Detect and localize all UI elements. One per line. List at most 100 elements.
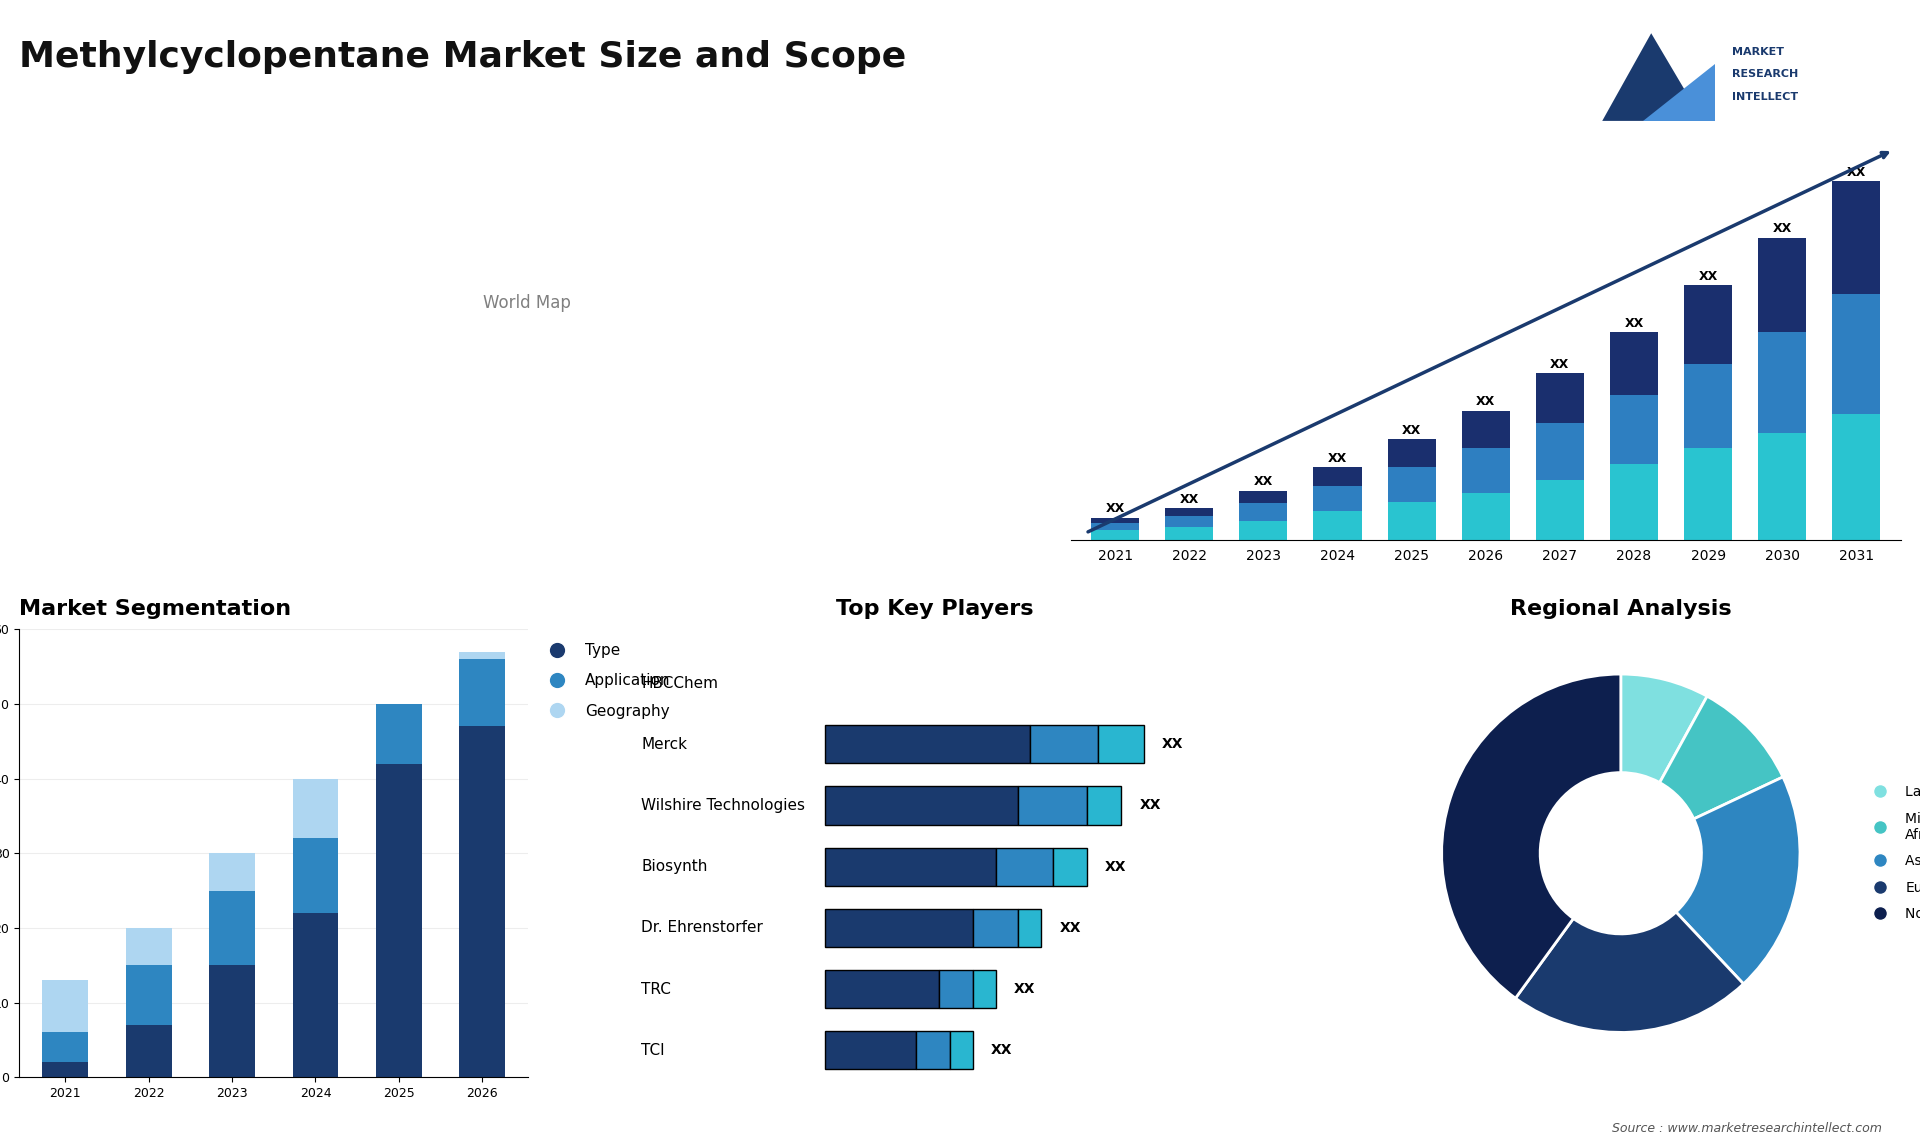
Bar — [1238, 503, 1288, 520]
Bar — [1091, 523, 1139, 531]
FancyBboxPatch shape — [939, 971, 973, 1008]
Bar — [1165, 516, 1213, 527]
Text: Wilshire Technologies: Wilshire Technologies — [641, 798, 804, 813]
Bar — [459, 652, 505, 659]
Bar — [292, 839, 338, 913]
Text: World Map: World Map — [482, 295, 570, 313]
Text: XX: XX — [1139, 799, 1162, 813]
Text: XX: XX — [1162, 737, 1185, 752]
Text: TCI: TCI — [641, 1043, 664, 1058]
Bar — [125, 1025, 171, 1077]
Bar — [125, 928, 171, 965]
Text: XX: XX — [1847, 166, 1866, 179]
Bar — [376, 704, 422, 763]
Bar — [1091, 518, 1139, 523]
Bar — [1461, 448, 1509, 493]
Text: Merck: Merck — [641, 737, 687, 752]
Bar — [1536, 423, 1584, 480]
Text: XX: XX — [1106, 502, 1125, 516]
Text: XX: XX — [1014, 982, 1035, 996]
Text: Dr. Ehrenstorfer: Dr. Ehrenstorfer — [641, 920, 762, 935]
Text: MARKET: MARKET — [1732, 47, 1784, 57]
FancyBboxPatch shape — [824, 786, 1018, 824]
FancyBboxPatch shape — [996, 848, 1052, 886]
FancyBboxPatch shape — [1052, 848, 1087, 886]
Text: XX: XX — [1699, 269, 1718, 283]
Text: XX: XX — [1772, 222, 1791, 235]
Bar — [1461, 410, 1509, 448]
FancyBboxPatch shape — [824, 725, 1029, 763]
Bar — [1759, 332, 1807, 433]
FancyBboxPatch shape — [916, 1031, 950, 1069]
Bar — [1759, 433, 1807, 540]
Bar — [1238, 520, 1288, 540]
Bar — [1313, 468, 1361, 486]
Polygon shape — [1601, 33, 1703, 121]
Bar — [1461, 493, 1509, 540]
Bar — [1388, 468, 1436, 502]
Bar — [1684, 285, 1732, 363]
Text: XX: XX — [1402, 424, 1421, 437]
Bar — [42, 980, 88, 1033]
Wedge shape — [1620, 674, 1707, 783]
Bar — [42, 1033, 88, 1062]
FancyBboxPatch shape — [1018, 909, 1041, 947]
Text: XX: XX — [1106, 860, 1127, 873]
Bar — [1165, 508, 1213, 516]
Text: XX: XX — [1624, 316, 1644, 330]
Bar — [1759, 238, 1807, 332]
Text: Market Segmentation: Market Segmentation — [19, 599, 292, 619]
Bar — [209, 854, 255, 890]
Bar — [1165, 527, 1213, 540]
FancyBboxPatch shape — [973, 909, 1018, 947]
Bar — [209, 965, 255, 1077]
Wedge shape — [1442, 674, 1620, 998]
Bar — [1684, 363, 1732, 448]
Bar — [459, 659, 505, 727]
Bar — [1832, 181, 1880, 295]
FancyBboxPatch shape — [1018, 786, 1087, 824]
Bar — [1536, 480, 1584, 540]
Text: XX: XX — [991, 1043, 1012, 1058]
Bar — [1238, 490, 1288, 503]
FancyBboxPatch shape — [824, 909, 973, 947]
Wedge shape — [1659, 697, 1784, 819]
Bar — [1609, 464, 1659, 540]
Bar — [292, 913, 338, 1077]
FancyBboxPatch shape — [1029, 725, 1098, 763]
FancyBboxPatch shape — [1098, 725, 1144, 763]
Legend: Latin America, Middle East &
Africa, Asia Pacific, Europe, North America: Latin America, Middle East & Africa, Asi… — [1860, 779, 1920, 927]
Text: TRC: TRC — [641, 982, 672, 997]
Text: INTELLECT: INTELLECT — [1732, 92, 1797, 102]
FancyBboxPatch shape — [824, 971, 939, 1008]
Bar — [1388, 439, 1436, 468]
FancyBboxPatch shape — [824, 1031, 916, 1069]
Polygon shape — [1642, 64, 1715, 121]
Bar — [1388, 502, 1436, 540]
FancyBboxPatch shape — [824, 848, 996, 886]
Title: Regional Analysis: Regional Analysis — [1509, 599, 1732, 619]
Text: Methylcyclopentane Market Size and Scope: Methylcyclopentane Market Size and Scope — [19, 40, 906, 74]
FancyBboxPatch shape — [973, 971, 996, 1008]
Text: XX: XX — [1329, 452, 1348, 465]
Text: XX: XX — [1549, 358, 1569, 370]
Bar — [1091, 531, 1139, 540]
Bar — [459, 727, 505, 1077]
Bar — [1313, 511, 1361, 540]
Bar — [125, 965, 171, 1025]
Bar — [1536, 374, 1584, 423]
Bar — [1313, 486, 1361, 511]
Bar — [42, 1062, 88, 1077]
Text: HBCChem: HBCChem — [641, 675, 718, 691]
Text: XX: XX — [1476, 395, 1496, 408]
Title: Top Key Players: Top Key Players — [835, 599, 1033, 619]
Bar — [376, 763, 422, 1077]
Bar — [1684, 448, 1732, 540]
Bar — [1609, 395, 1659, 464]
Text: XX: XX — [1254, 476, 1273, 488]
Text: RESEARCH: RESEARCH — [1732, 70, 1799, 79]
Legend: Type, Application, Geography: Type, Application, Geography — [536, 637, 676, 724]
Bar — [1832, 414, 1880, 540]
Text: XX: XX — [1179, 493, 1198, 505]
FancyBboxPatch shape — [950, 1031, 973, 1069]
